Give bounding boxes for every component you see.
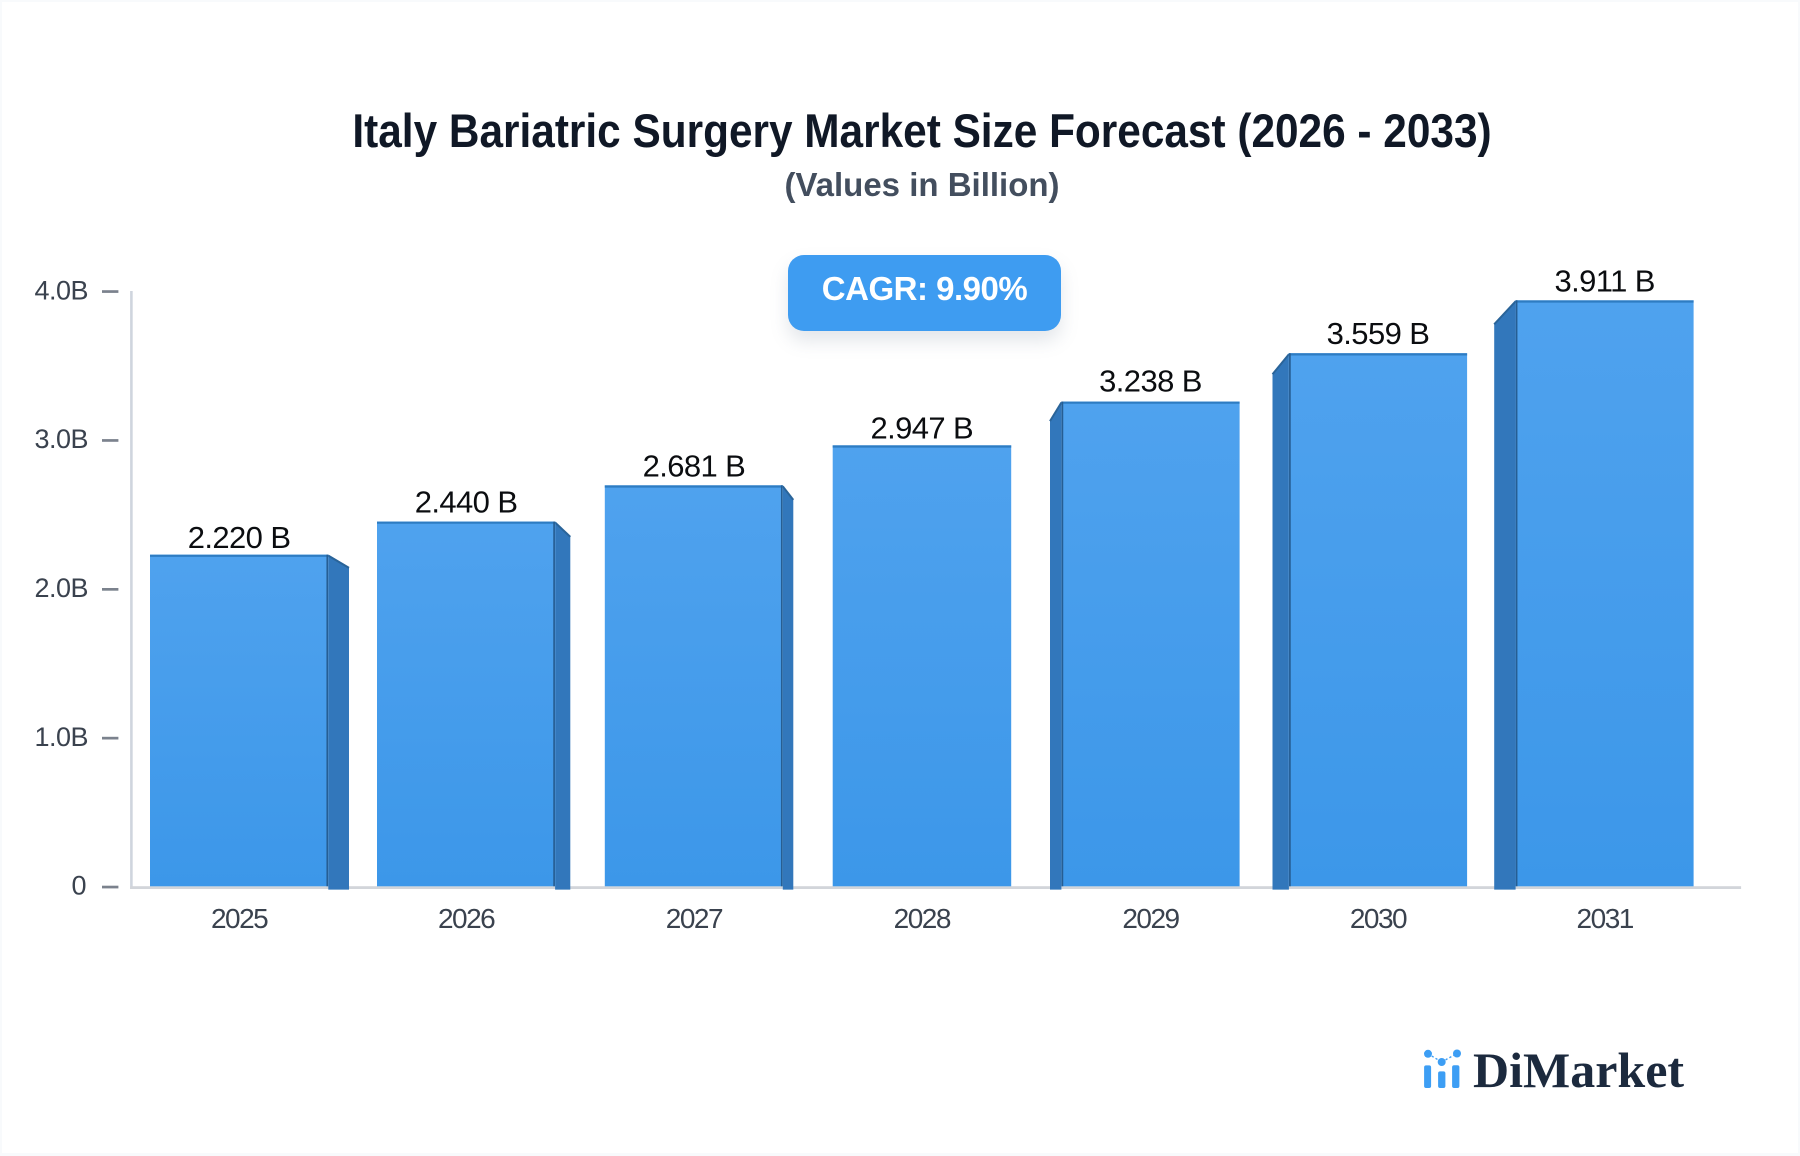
svg-text:2027: 2027 — [666, 903, 723, 934]
svg-text:3.911 B: 3.911 B — [1555, 263, 1655, 298]
svg-text:2.220 B: 2.220 B — [188, 520, 291, 555]
svg-text:4.0B: 4.0B — [34, 275, 88, 305]
svg-text:2.440 B: 2.440 B — [415, 484, 518, 519]
svg-text:0: 0 — [71, 871, 86, 901]
svg-text:2029: 2029 — [1122, 903, 1179, 934]
svg-text:2028: 2028 — [894, 903, 951, 934]
svg-text:2.0B: 2.0B — [34, 573, 88, 603]
svg-text:2.947 B: 2.947 B — [870, 410, 973, 445]
svg-text:3.559 B: 3.559 B — [1327, 316, 1430, 351]
svg-text:2026: 2026 — [438, 903, 495, 934]
svg-text:2025: 2025 — [211, 903, 268, 934]
svg-text:2030: 2030 — [1350, 903, 1407, 934]
svg-text:2031: 2031 — [1577, 903, 1634, 934]
svg-text:3.0B: 3.0B — [34, 424, 88, 454]
svg-text:3.238 B: 3.238 B — [1099, 363, 1202, 398]
svg-text:2.681 B: 2.681 B — [643, 448, 746, 483]
svg-text:DiMarket: DiMarket — [1473, 1042, 1684, 1098]
svg-text:1.0B: 1.0B — [34, 722, 88, 752]
